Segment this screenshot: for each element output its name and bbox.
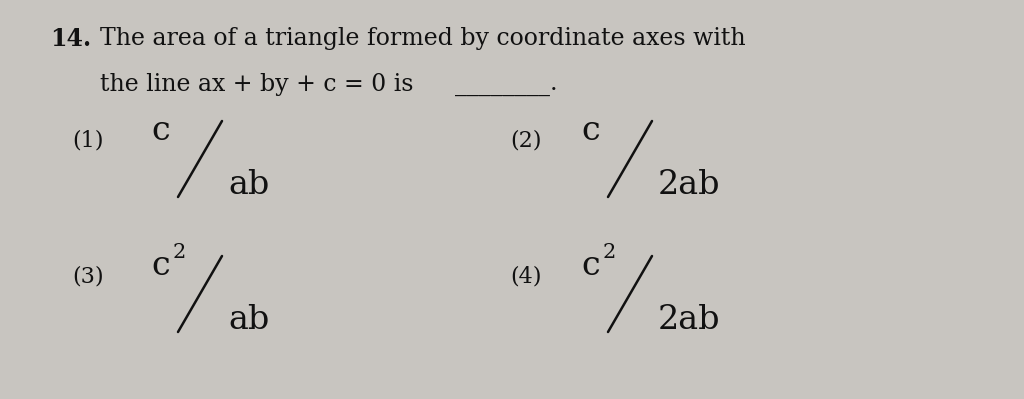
Text: c: c	[152, 115, 170, 147]
Text: ab: ab	[228, 169, 269, 201]
Text: 2: 2	[603, 243, 616, 262]
Text: 2: 2	[173, 243, 186, 262]
Text: (2): (2)	[510, 130, 542, 152]
Text: (4): (4)	[510, 266, 542, 288]
Text: c: c	[152, 250, 170, 282]
Text: c: c	[582, 115, 600, 147]
Text: (3): (3)	[72, 266, 103, 288]
Text: ab: ab	[228, 304, 269, 336]
Text: 14.: 14.	[50, 27, 91, 51]
Text: the line ax + by + c = 0 is: the line ax + by + c = 0 is	[100, 73, 414, 96]
Text: ________.: ________.	[455, 73, 558, 96]
Text: The area of a triangle formed by coordinate axes with: The area of a triangle formed by coordin…	[100, 27, 745, 50]
Text: 2ab: 2ab	[658, 169, 721, 201]
Text: 2ab: 2ab	[658, 304, 721, 336]
Text: (1): (1)	[72, 130, 103, 152]
Text: c: c	[582, 250, 600, 282]
